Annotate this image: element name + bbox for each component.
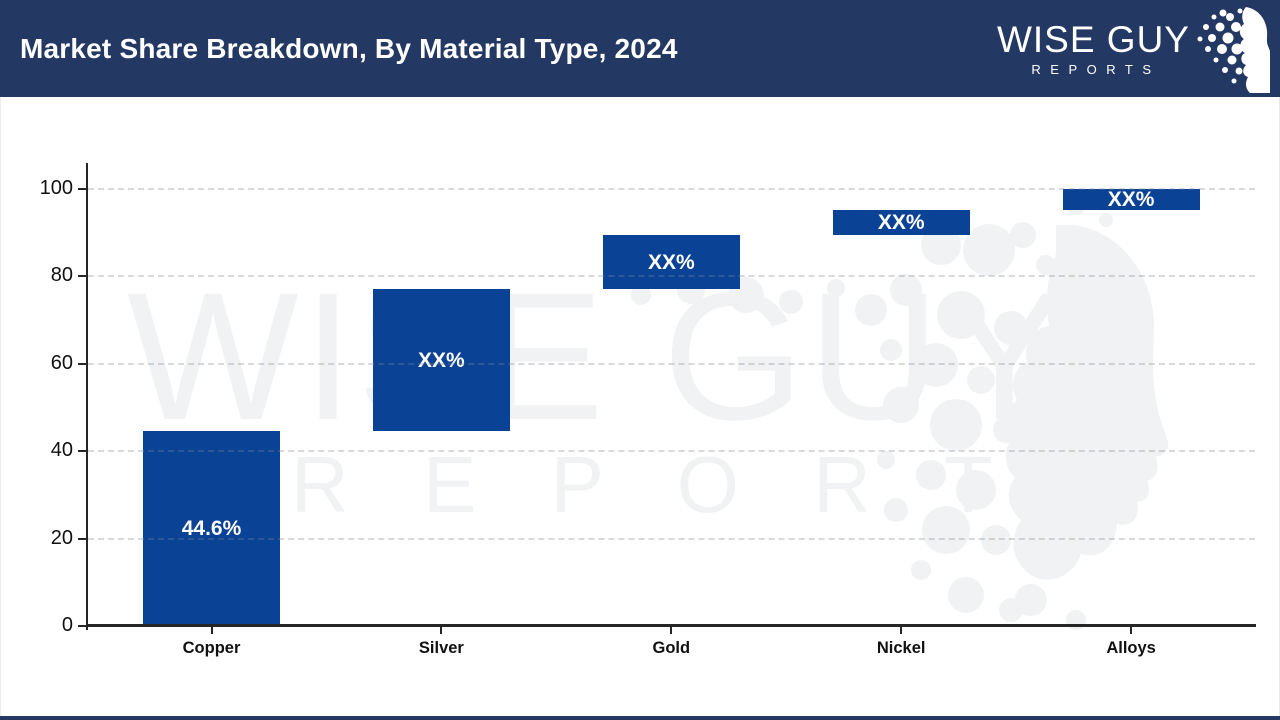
watermark-face-icon — [631, 195, 1169, 630]
x-category-label-silver: Silver — [418, 639, 464, 657]
logo-face-icon — [1197, 6, 1270, 93]
bar-value-label-copper: 44.6% — [181, 516, 242, 540]
bar-value-label-alloys: XX% — [1107, 187, 1155, 211]
x-tick-gold — [670, 627, 673, 634]
y-axis-line — [86, 163, 88, 630]
bar-alloys: XX% — [1062, 187, 1200, 211]
page-title: Market Share Breakdown, By Material Type… — [20, 32, 678, 64]
bar-silver: XX% — [372, 289, 510, 431]
logo-text: WISE GUY REPORTS — [997, 21, 1190, 77]
gridline-80 — [88, 275, 1255, 277]
chart-area: WISE GUY R E P O R T S — [0, 97, 1280, 716]
y-tick-label-60: 60 — [50, 351, 73, 374]
x-tick-nickel — [900, 627, 903, 634]
bar-gold: XX% — [602, 235, 740, 290]
y-tick-80 — [78, 275, 86, 277]
gridline-60 — [88, 362, 1255, 365]
y-tick-label-80: 80 — [50, 264, 73, 286]
x-tick-alloys — [1130, 627, 1133, 634]
gridline-40 — [88, 450, 1255, 452]
bar-value-label-gold: XX% — [647, 250, 695, 274]
x-tick-silver — [440, 627, 443, 634]
x-category-label-gold: Gold — [652, 639, 691, 657]
x-category-label-copper: Copper — [182, 639, 241, 657]
gridline-100 — [88, 187, 1255, 190]
x-tick-copper — [210, 627, 213, 634]
bar-copper: 44.6% — [143, 430, 280, 626]
header: Market Share Breakdown, By Material Type… — [0, 0, 1280, 97]
y-tick-100 — [78, 187, 86, 190]
y-tick-20 — [78, 537, 86, 540]
y-tick-0 — [78, 625, 86, 627]
y-tick-40 — [78, 450, 86, 452]
bar-nickel: XX% — [832, 209, 970, 236]
y-tick-60 — [78, 362, 86, 365]
gridline-20 — [88, 537, 1255, 540]
y-tick-label-20: 20 — [50, 526, 73, 549]
y-tick-label-40: 40 — [50, 439, 73, 461]
logo-subtext: REPORTS — [1031, 61, 1161, 77]
x-axis-line — [86, 624, 1256, 627]
y-tick-label-100: 100 — [39, 176, 73, 199]
logo-wordmark: WISE GUY — [996, 18, 1190, 60]
x-category-label-nickel: Nickel — [876, 639, 926, 657]
y-tick-label-0: 0 — [61, 614, 73, 636]
x-category-label-alloys: Alloys — [1106, 639, 1156, 657]
wise-guy-logo: WISE GUY REPORTS — [997, 0, 1270, 97]
footer-strip — [0, 716, 1280, 720]
bar-value-label-nickel: XX% — [877, 210, 925, 234]
bar-value-label-silver: XX% — [418, 348, 465, 372]
